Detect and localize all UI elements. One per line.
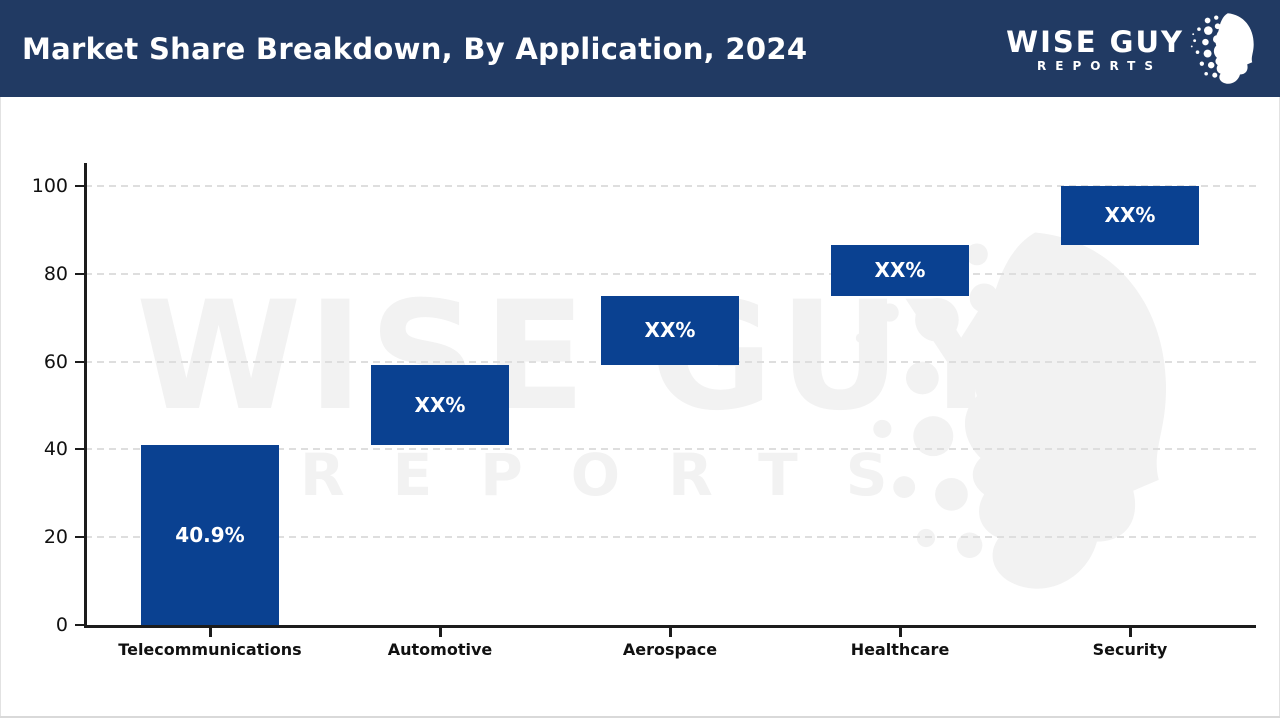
logo-text-wise-guy: WISE GUY [1006,24,1184,59]
wiseguy-logo: WISE GUY REPORTS [1006,6,1258,94]
y-axis-line [84,163,87,628]
x-axis-line [84,625,1256,628]
x-axis-tick [899,628,902,637]
bar-value-label: XX% [874,258,926,283]
x-axis-tick [439,628,442,637]
y-axis-tick [75,360,85,363]
bar-value-label: 40.9% [175,523,245,548]
bar-value-label: XX% [1104,203,1156,228]
gridline-100 [85,185,1256,187]
x-axis-tick [669,628,672,637]
y-axis-tick-label: 100 [31,175,68,197]
bar-value-label: XX% [414,393,466,418]
bar-automotive [371,365,509,446]
x-axis-category-label: Healthcare [850,640,950,659]
header-bar: Market Share Breakdown, By Application, … [0,0,1280,97]
x-axis-category-label: Security [1092,640,1168,659]
gridline-80 [85,272,1256,275]
bar-aerospace [601,295,739,366]
x-axis-category-label: Automotive [387,640,493,659]
gridline-40 [85,448,1256,451]
bar-value-label: XX% [644,318,696,343]
y-axis-tick-label: 80 [43,262,68,285]
bar-telecommunications [141,445,279,625]
logo-text-block: WISE GUY REPORTS [1006,24,1184,74]
logo-face-icon [1190,13,1254,84]
y-axis-tick [75,185,85,187]
y-axis-tick [75,272,85,275]
x-axis-category-label: Telecommunications [118,640,302,659]
y-axis-tick [75,448,85,451]
y-axis-tick-label: 60 [43,350,68,373]
x-axis-tick [1129,628,1132,637]
logo-text-reports: REPORTS [1037,59,1163,74]
x-axis-category-label: Aerospace [622,640,718,659]
x-axis-tick [209,628,212,637]
gridline-20 [85,536,1256,539]
left-divider [0,97,1,716]
y-axis-tick [75,536,85,539]
bottom-divider [0,716,1280,718]
y-axis-tick [75,624,85,626]
y-axis-tick-label: 40 [43,438,68,461]
chart-title: Market Share Breakdown, By Application, … [22,31,808,66]
y-axis-tick-label: 20 [43,526,68,549]
y-axis-tick-label: 0 [55,614,68,636]
